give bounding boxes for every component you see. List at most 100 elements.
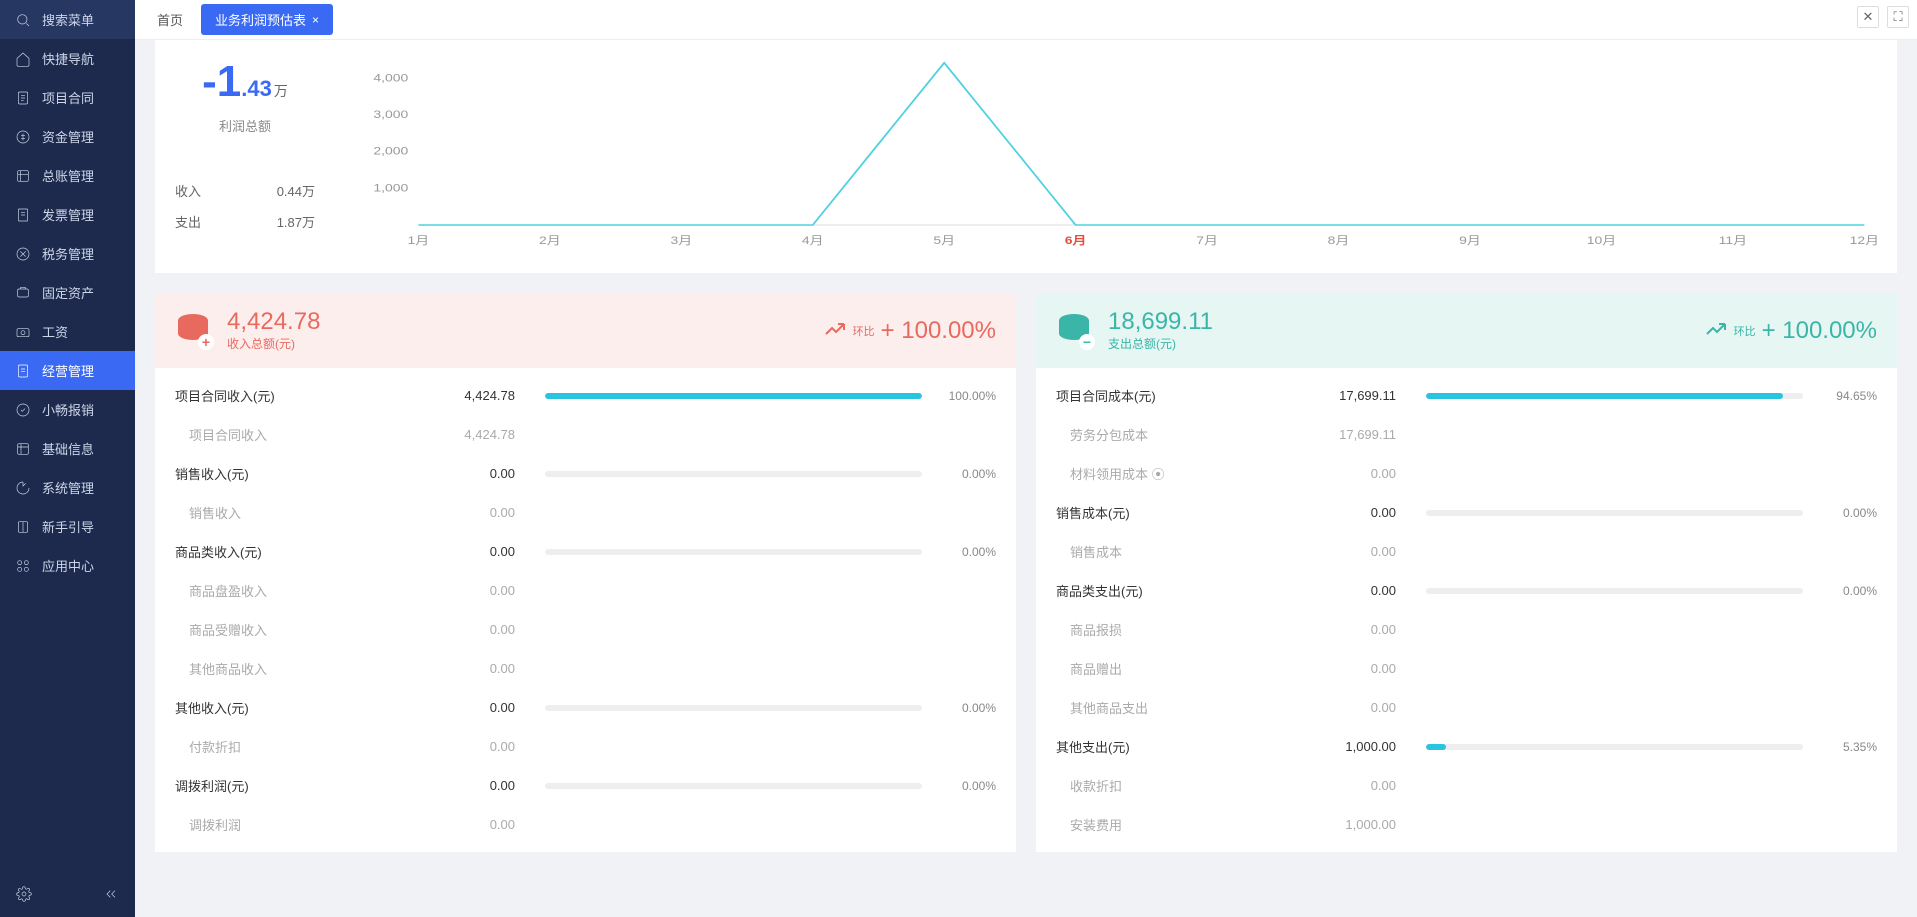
sidebar-item-home[interactable]: 快捷导航 [0,39,135,78]
tab[interactable]: 首页 [143,4,197,35]
svg-text:7月: 7月 [1196,234,1218,246]
category-row: 销售收入(元)0.000.00% [175,454,996,493]
svg-text:1,000: 1,000 [373,182,408,194]
row-label: 商品受赠收入 [175,620,355,639]
expense-icon: − [1056,311,1096,351]
income-icon: + [175,311,215,351]
svg-text:4月: 4月 [802,234,824,246]
row-label: 商品类支出(元) [1056,581,1236,600]
sidebar-item-biz[interactable]: 经营管理 [0,351,135,390]
row-value: 17,699.11 [1236,427,1396,442]
sidebar-item-search[interactable]: 搜索菜单 [0,0,135,39]
sidebar-item-apps[interactable]: 应用中心 [0,546,135,585]
row-pct: 94.65% [1817,389,1877,403]
main: 首页业务利润预估表× ✕ ⛶ -1.43万 利润总额 收入0.44万支出1.87… [135,0,1917,917]
expense-total-label: 支出总额(元) [1108,335,1213,352]
category-row: 其他支出(元)1,000.005.35% [1056,727,1877,766]
income-header: + 4,424.78 收入总额(元) 环比 + 100.00% [155,293,1016,368]
expense-panel: − 18,699.11 支出总额(元) 环比 + 100.00% 项目合同成本(… [1036,293,1897,852]
asset-icon [14,284,32,302]
reimburse-icon [14,401,32,419]
profit-row: 收入0.44万 [175,175,315,206]
svg-text:1月: 1月 [408,234,430,246]
sidebar-item-reimburse[interactable]: 小畅报销 [0,390,135,429]
sidebar-item-label: 基础信息 [42,439,94,458]
progress-bar [545,705,922,711]
category-row: 项目合同成本(元)17,699.1194.65% [1056,376,1877,415]
row-label: 付款折扣 [175,737,355,756]
row-value: 0.00 [355,466,515,481]
sidebar-item-tax[interactable]: 税务管理 [0,234,135,273]
tab-close-icon[interactable]: × [312,13,319,27]
row-label: 调拨利润 [175,815,355,834]
income-total: 4,424.78 [227,309,320,335]
row-label: 其他支出(元) [1056,737,1236,756]
sidebar-item-info[interactable]: 基础信息 [0,429,135,468]
row-value: 4,424.78 [355,388,515,403]
svg-text:3,000: 3,000 [373,108,408,120]
svg-text:6月: 6月 [1065,234,1087,246]
row-label: 其他收入(元) [175,698,355,717]
sidebar-item-ledger[interactable]: 总账管理 [0,156,135,195]
sub-row: 劳务分包成本17,699.11 [1056,415,1877,454]
profit-label: 利润总额 [175,116,315,135]
sidebar-item-system[interactable]: 系统管理 [0,468,135,507]
profit-card: -1.43万 利润总额 收入0.44万支出1.87万 [155,50,335,253]
row-label: 其他商品收入 [175,659,355,678]
sidebar-item-guide[interactable]: 新手引导 [0,507,135,546]
expense-total: 18,699.11 [1108,309,1213,335]
row-label: 商品盘盈收入 [175,581,355,600]
sub-row: 调拨利润0.00 [175,805,996,844]
sidebar-item-salary[interactable]: 工资 [0,312,135,351]
svg-text:2月: 2月 [539,234,561,246]
row-label: 销售成本 [1056,542,1236,561]
row-value: 1,000.00 [1236,739,1396,754]
trend-up-icon [823,317,847,344]
biz-icon [14,362,32,380]
svg-text:12月: 12月 [1850,234,1877,246]
tab-label: 首页 [157,10,183,29]
row-value: 0.00 [1236,700,1396,715]
category-row: 调拨利润(元)0.000.00% [175,766,996,805]
row-label: 收款折扣 [1056,776,1236,795]
row-value: 0.00 [1236,778,1396,793]
row-value: 0.00 [355,700,515,715]
search-icon [14,11,32,29]
money-icon [14,128,32,146]
sidebar: 搜索菜单快捷导航项目合同资金管理总账管理发票管理税务管理固定资产工资经营管理小畅… [0,0,135,917]
sidebar-item-label: 工资 [42,322,68,341]
sidebar-item-money[interactable]: 资金管理 [0,117,135,156]
row-value: 0.00 [355,739,515,754]
profit-int: -1 [202,57,241,106]
ledger-icon [14,167,32,185]
sub-row: 其他商品收入0.00 [175,649,996,688]
row-pct: 0.00% [1817,506,1877,520]
sidebar-item-label: 系统管理 [42,478,94,497]
row-value: 0.00 [1236,661,1396,676]
profit-row-label: 支出 [175,212,201,231]
expense-header: − 18,699.11 支出总额(元) 环比 + 100.00% [1036,293,1897,368]
tab[interactable]: 业务利润预估表× [201,4,333,35]
sidebar-item-asset[interactable]: 固定资产 [0,273,135,312]
sidebar-item-doc[interactable]: 项目合同 [0,78,135,117]
row-value: 0.00 [1236,622,1396,637]
tab-close-all-button[interactable]: ✕ [1857,6,1879,28]
fullscreen-button[interactable]: ⛶ [1887,6,1909,28]
row-value: 0.00 [1236,466,1396,481]
collapse-icon[interactable] [103,886,119,905]
sidebar-footer [0,874,135,917]
row-label: 其他商品支出 [1056,698,1236,717]
sidebar-item-invoice[interactable]: 发票管理 [0,195,135,234]
sub-row: 安装费用1,000.00 [1056,805,1877,844]
row-pct: 0.00% [936,467,996,481]
profit-dec: .43 [241,76,272,101]
row-label: 劳务分包成本 [1056,425,1236,444]
sub-row: 商品受赠收入0.00 [175,610,996,649]
sidebar-item-label: 税务管理 [42,244,94,263]
settings-icon[interactable] [16,886,32,905]
row-value: 0.00 [1236,544,1396,559]
trend-chart: 1,0002,0003,0004,0001月2月3月4月5月6月7月8月9月10… [355,50,1897,253]
svg-text:2,000: 2,000 [373,145,408,157]
row-pct: 0.00% [936,701,996,715]
row-value: 1,000.00 [1236,817,1396,832]
